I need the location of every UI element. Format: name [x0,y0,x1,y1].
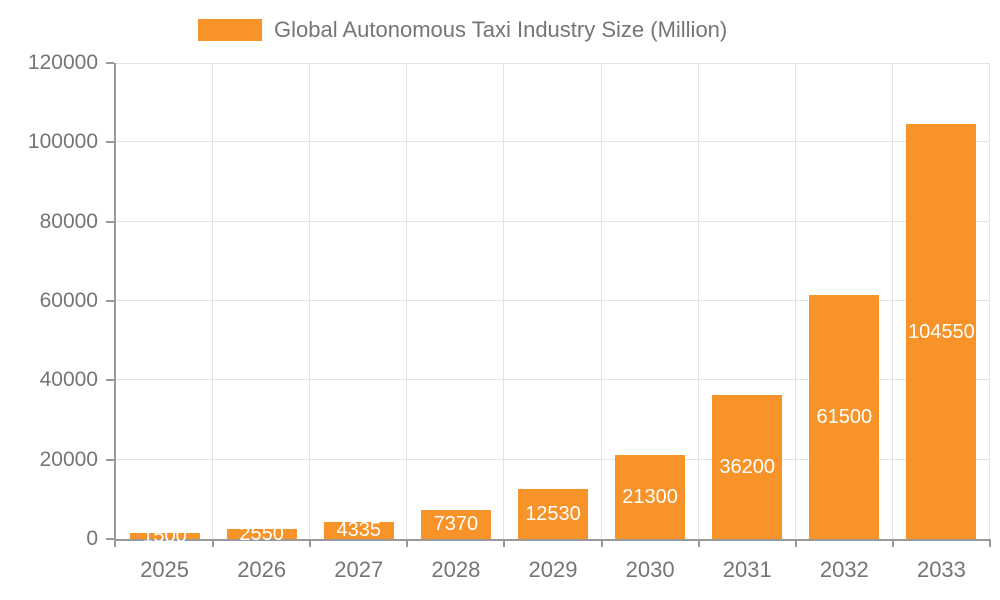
y-axis-tick-label: 0 [86,527,98,550]
x-axis-tick-label: 2033 [916,557,966,582]
legend-swatch-icon [198,19,262,41]
x-gridline [503,63,504,539]
x-axis-tick-label: 2025 [140,557,190,582]
x-axis-tick [989,539,991,547]
x-axis-tick-label: 2029 [528,557,578,582]
y-gridline [116,63,990,64]
x-gridline [212,63,213,539]
x-axis-tick-label: 2032 [819,557,869,582]
x-gridline [601,63,602,539]
y-axis-tick [106,62,114,64]
y-gridline [116,379,990,381]
y-axis-tick-label: 100000 [27,130,98,154]
x-gridline [309,63,310,539]
bar[interactable] [420,509,491,539]
y-axis-tick [106,379,114,382]
x-axis-tick [406,539,408,547]
x-gridline [989,63,990,539]
bar[interactable] [809,295,880,539]
x-gridline [698,63,699,539]
x-axis-tick [601,539,603,547]
x-axis-tick [309,539,311,547]
x-axis-tick [503,539,505,547]
bar[interactable] [129,533,200,539]
x-axis-tick [795,539,797,547]
x-axis-tick [698,539,700,547]
y-axis-tick [106,300,114,302]
y-gridline [116,220,990,222]
x-gridline [406,63,407,539]
bar[interactable] [226,528,297,539]
bar[interactable] [712,395,783,539]
y-axis-tick [106,458,114,461]
plot-area: 1500 2550 4335 7370 12530 21300 36200 61500 1045… [106,62,991,547]
y-axis-tick-label: 40000 [39,368,98,392]
x-gridline [795,63,796,539]
legend-item[interactable]: Global Autonomous Taxi Industry Size (Mi… [198,17,727,43]
y-gridline [116,458,990,460]
legend-label: Global Autonomous Taxi Industry Size (Mi… [274,17,728,42]
bar[interactable] [615,454,686,539]
y-axis-tick [106,220,114,223]
x-axis-tick [212,539,214,547]
x-axis-tick-label: 2028 [431,557,481,582]
x-gridline [892,63,893,539]
x-axis-tick-label: 2030 [625,557,675,582]
x-axis-tick-label: 2027 [334,557,384,582]
y-gridline [116,141,990,143]
bar[interactable] [518,489,588,539]
x-axis-tick-label: 2031 [722,557,772,582]
x-axis-tick-label: 2026 [237,557,287,582]
bar[interactable] [323,521,394,539]
y-axis-tick-label: 20000 [39,447,98,471]
y-axis-tick-label: 60000 [39,289,98,312]
x-axis-tick [114,539,116,547]
bar[interactable] [906,124,977,539]
y-axis-tick [106,538,114,540]
y-axis-tick-label: 120000 [27,51,98,74]
y-axis-tick-label: 80000 [39,209,98,233]
y-axis-tick [106,141,114,144]
x-axis-tick [892,539,894,547]
y-gridline [116,300,990,301]
